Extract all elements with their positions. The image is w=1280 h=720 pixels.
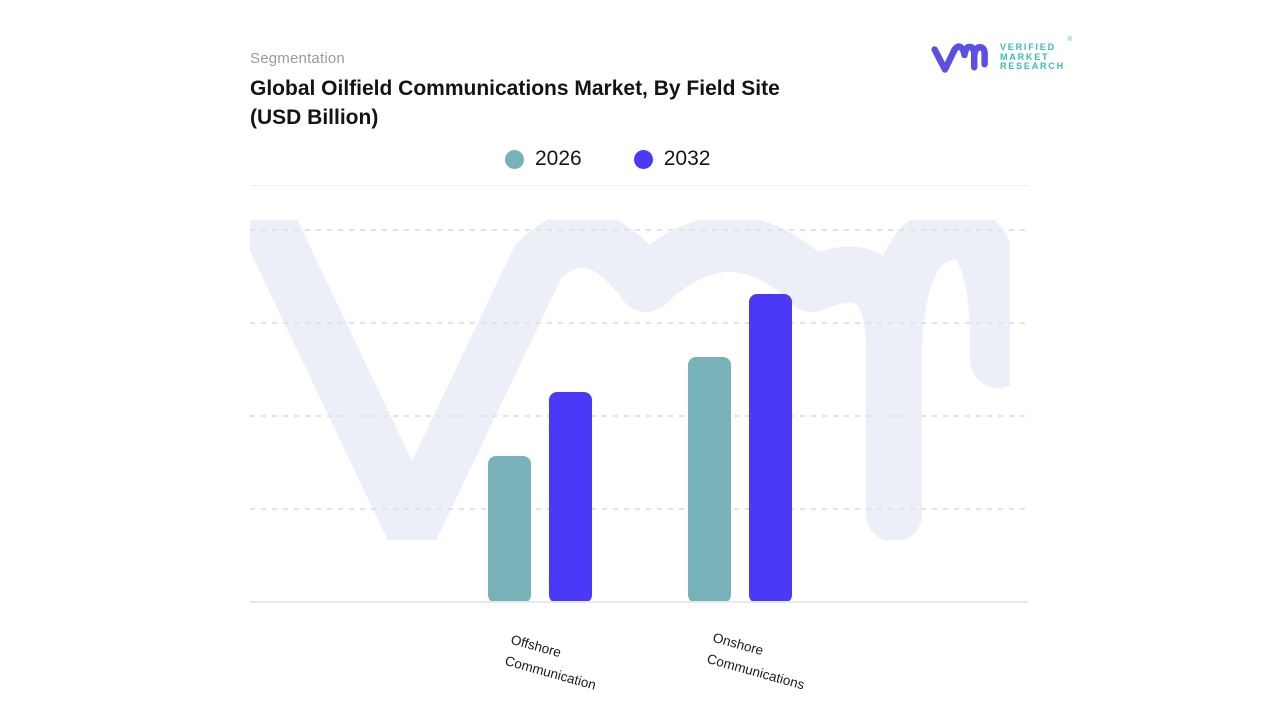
- bar-2026-onshore: [688, 357, 731, 603]
- page-title: Global Oilfield Communications Market, B…: [250, 77, 780, 129]
- gridline-2: [250, 415, 1028, 417]
- legend-divider: [250, 185, 1028, 186]
- bar-2026-offshore: [488, 456, 531, 603]
- chart-legend: 2026 2032: [505, 147, 710, 171]
- bar-2032-onshore: [749, 294, 792, 603]
- legend-item-2026: 2026: [505, 147, 582, 171]
- vmr-logo-text: VERIFIED MARKET RESEARCH: [1000, 42, 1065, 71]
- vmr-watermark-icon: [250, 220, 1010, 540]
- gridline-1: [250, 508, 1028, 510]
- vmr-logo: VERIFIED MARKET RESEARCH ®: [930, 37, 1072, 76]
- gridline-4: [250, 229, 1028, 231]
- eyebrow-label: Segmentation: [250, 50, 345, 67]
- legend-item-2032: 2032: [633, 147, 711, 171]
- gridline-3: [250, 322, 1028, 324]
- legend-dot-2032-icon: [633, 149, 653, 169]
- bar-2032-offshore: [549, 392, 592, 603]
- legend-label-2026: 2026: [535, 147, 582, 170]
- legend-label-2032: 2032: [663, 147, 711, 170]
- x-axis-label-offshore: Offshore Communication: [503, 631, 598, 693]
- vmr-logo-mark-icon: [931, 43, 988, 73]
- x-axis-label-onshore: Onshore Communications: [705, 629, 807, 693]
- x-axis-baseline: [250, 601, 1028, 603]
- registered-trademark-icon: ®: [1067, 37, 1072, 43]
- legend-dot-2026-icon: [505, 149, 524, 169]
